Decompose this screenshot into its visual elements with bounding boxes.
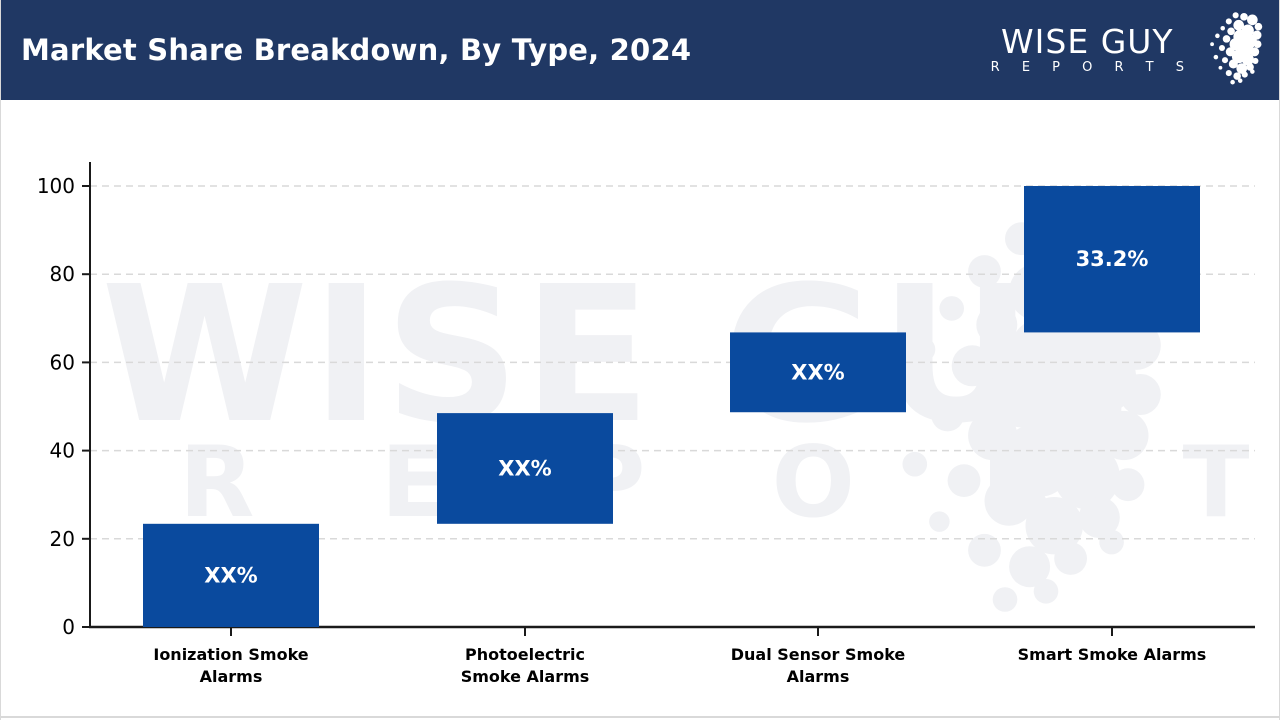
face-dot: [1254, 22, 1263, 31]
face-dot: [1221, 57, 1229, 64]
face-dot: [1119, 374, 1161, 415]
face-dot: [1240, 13, 1248, 21]
face-dot: [1241, 53, 1254, 66]
x-tick-label: Photoelectric Smoke Alarms: [461, 645, 590, 686]
face-dot: [968, 533, 1001, 567]
face-dot: [910, 337, 936, 362]
face-dot: [1220, 25, 1225, 31]
bar-value-label: XX%: [791, 360, 844, 384]
bottom-divider: [1, 716, 1279, 718]
face-dot: [1225, 70, 1232, 77]
page-title: Market Share Breakdown, By Type, 2024: [21, 33, 692, 67]
bar-segment: [1024, 186, 1200, 333]
face-dot: [1232, 12, 1239, 19]
face-dot: [1215, 33, 1220, 39]
face-dot: [1210, 42, 1214, 47]
y-tick-label: 80: [50, 262, 75, 286]
x-tick-label: Dual Sensor Smoke Alarms: [731, 645, 906, 686]
dotted-face-profile-icon: [1187, 5, 1263, 95]
face-dot: [984, 476, 1034, 526]
y-tick-label: 100: [37, 174, 75, 198]
face-dot: [1033, 579, 1059, 604]
bar-segment: [730, 332, 906, 413]
face-dot: [902, 451, 928, 477]
face-dot: [929, 511, 950, 532]
face-dot: [1222, 35, 1231, 43]
bar-value-label: 33.2%: [1076, 247, 1149, 271]
face-dot: [1099, 529, 1124, 555]
face-dot: [1009, 546, 1051, 588]
face-dot: [1078, 497, 1120, 538]
face-dot: [947, 464, 981, 497]
face-dot: [1250, 47, 1260, 57]
face-dot: [1246, 63, 1254, 71]
face-dot: [976, 304, 1018, 346]
bar-segment: [143, 523, 319, 627]
face-dot: [968, 255, 1001, 288]
face-dot: [1233, 19, 1244, 31]
header: Market Share Breakdown, By Type, 2024 WI…: [1, 0, 1279, 100]
face-dot: [1225, 18, 1232, 25]
face-dot: [951, 345, 993, 387]
face-dot: [1054, 443, 1120, 510]
face-dot: [1237, 78, 1243, 83]
brand-logo: WISE GUY R E P O R T S: [982, 5, 1263, 95]
x-tick-label: Smart Smoke Alarms: [1018, 645, 1207, 664]
y-tick-label: 60: [50, 350, 75, 374]
face-dot: [1218, 44, 1225, 52]
x-tick-label: Ionization Smoke Alarms: [153, 645, 308, 686]
y-tick-label: 20: [50, 527, 75, 551]
face-dot: [1099, 410, 1149, 461]
face-dot: [1111, 468, 1145, 502]
face-dot: [992, 587, 1018, 612]
face-dot: [1252, 57, 1259, 64]
face-dot: [1025, 497, 1083, 555]
face-dot: [1241, 71, 1248, 78]
face-dot: [1253, 40, 1262, 48]
face-dot: [1054, 542, 1087, 575]
face-dot: [1213, 54, 1219, 60]
bar-value-label: XX%: [498, 456, 551, 480]
brand-name: WISE GUY: [1001, 21, 1174, 61]
face-dot: [939, 296, 964, 321]
face-dot: [1227, 27, 1235, 36]
face-dot: [1236, 63, 1248, 74]
face-dot: [1230, 79, 1235, 85]
brand-subtitle: R E P O R T S: [990, 60, 1193, 76]
face-dot: [1228, 59, 1238, 69]
face-dot: [1218, 65, 1223, 70]
face-dot: [931, 398, 964, 432]
face-dot: [1247, 14, 1258, 26]
bar-value-label: XX%: [204, 563, 257, 587]
brand-logo-text: WISE GUY R E P O R T S: [982, 21, 1193, 76]
face-dot: [1250, 69, 1255, 74]
y-tick-label: 40: [50, 439, 75, 463]
bar-segment: [437, 413, 613, 524]
face-dot: [1233, 72, 1241, 80]
y-tick-label: 0: [62, 615, 75, 639]
